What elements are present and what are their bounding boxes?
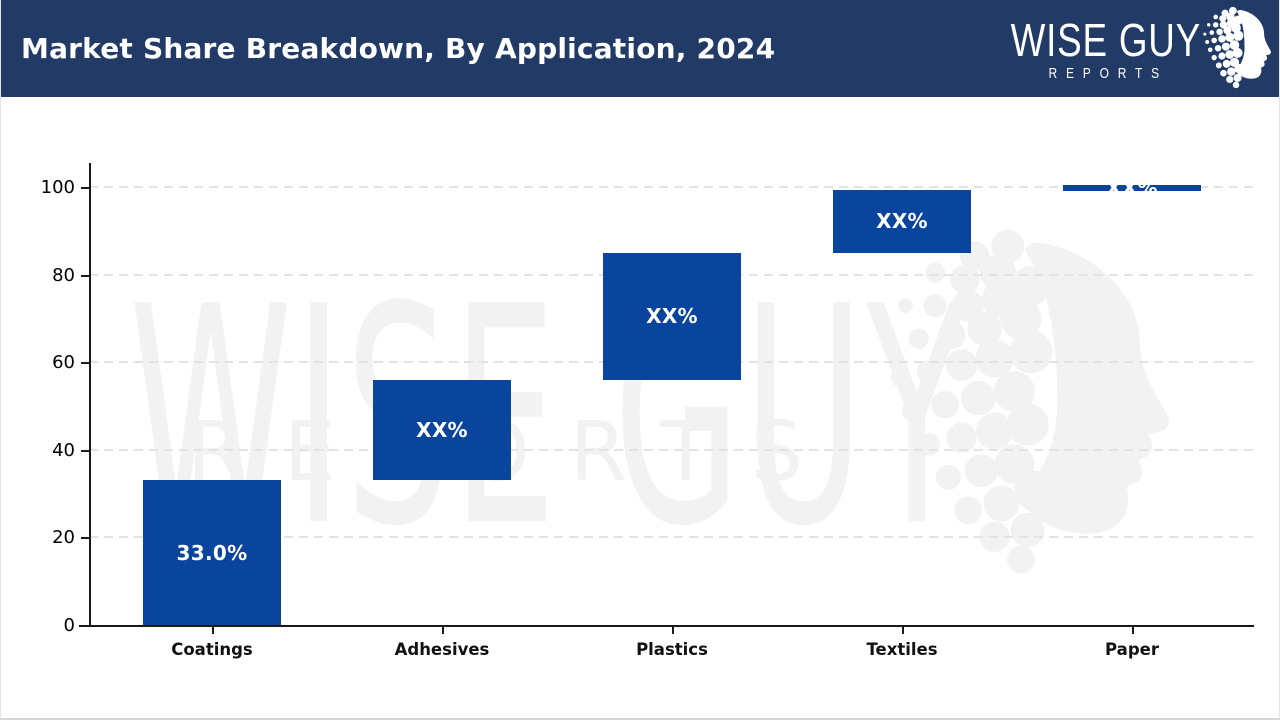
y-tick-0: [81, 625, 89, 627]
x-category-label-textiles: Textiles: [866, 640, 938, 659]
logo-wordmark-line1: WISE GUY: [1010, 13, 1201, 66]
y-tick-label-0: 0: [63, 615, 75, 636]
x-tick-paper: [1132, 627, 1134, 634]
bar-paper: XX%: [1063, 185, 1201, 192]
y-tick-60: [81, 362, 89, 365]
y-axis-line: [89, 163, 91, 627]
bar-plastics: XX%: [603, 252, 741, 380]
x-tick-plastics: [672, 627, 674, 634]
gridline-100: [89, 186, 1254, 188]
x-tick-textiles: [902, 627, 904, 634]
x-tick-coatings: [212, 627, 214, 634]
y-tick-label-40: 40: [52, 439, 75, 461]
y-tick-80: [81, 274, 89, 277]
bar-value-label: XX%: [1106, 185, 1158, 191]
x-category-label-coatings: Coatings: [171, 640, 253, 659]
y-tick-100: [81, 187, 89, 189]
bar-value-label: XX%: [876, 209, 928, 234]
chart-title: Market Share Breakdown, By Application, …: [21, 32, 776, 65]
logo-wordmark: WISE GUY REPORTS: [1011, 17, 1201, 82]
x-category-label-plastics: Plastics: [636, 640, 708, 659]
wise-guy-logo: WISE GUY REPORTS: [963, 5, 1275, 93]
gridline-40: [89, 448, 1254, 451]
y-tick-label-20: 20: [52, 527, 75, 549]
x-tick-adhesives: [442, 627, 444, 634]
logo-wordmark-line2: REPORTS: [1048, 64, 1168, 82]
x-category-label-adhesives: Adhesives: [394, 640, 490, 659]
bar-adhesives: XX%: [373, 379, 511, 481]
y-tick-label-100: 100: [40, 177, 75, 198]
y-tick-label-80: 80: [52, 264, 75, 286]
y-tick-20: [81, 537, 89, 540]
bar-value-label: XX%: [416, 418, 468, 443]
header-bar: Market Share Breakdown, By Application, …: [1, 0, 1279, 97]
bar-coatings: 33.0%: [143, 480, 281, 625]
x-category-label-paper: Paper: [1105, 640, 1159, 659]
bar-textiles: XX%: [833, 190, 971, 253]
x-axis-line: [79, 625, 1254, 627]
gridline-20: [89, 536, 1254, 539]
bar-value-label: 33.0%: [176, 540, 248, 565]
bar-value-label: XX%: [646, 304, 698, 329]
y-tick-40: [81, 449, 89, 452]
y-tick-label-60: 60: [52, 352, 75, 374]
